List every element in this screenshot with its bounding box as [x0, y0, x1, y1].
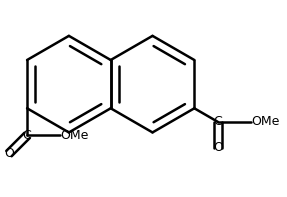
Text: O: O — [213, 141, 223, 154]
Text: OMe: OMe — [60, 129, 89, 142]
Text: C: C — [23, 129, 32, 142]
Text: O: O — [4, 147, 14, 160]
Text: C: C — [214, 115, 222, 128]
Text: OMe: OMe — [251, 115, 280, 128]
